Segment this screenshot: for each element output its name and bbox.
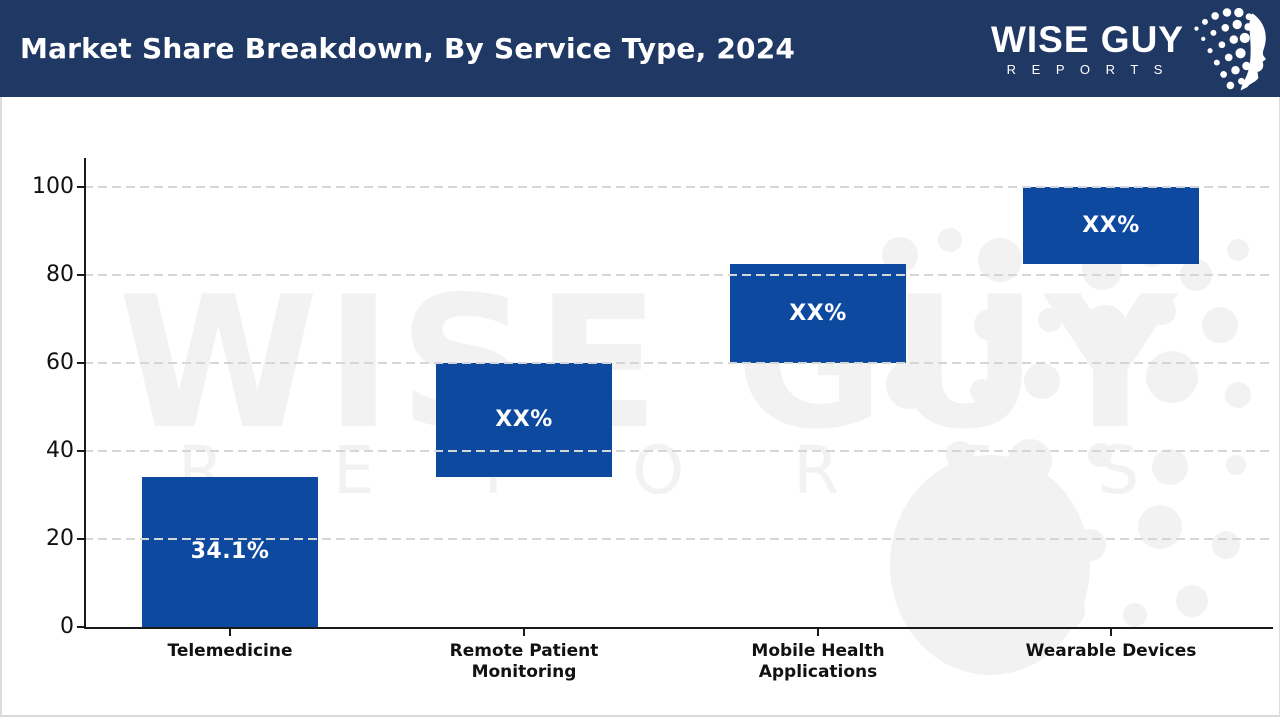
y-axis-line <box>84 158 86 629</box>
x-tick-mark <box>523 629 525 636</box>
logo-subtitle: R E P O R T S <box>1006 62 1169 77</box>
logo-name: WISE GUY <box>990 19 1184 60</box>
wiseguy-logo: WISE GUY R E P O R T S <box>991 5 1266 93</box>
gridline-100 <box>84 186 1273 188</box>
gridline-20 <box>84 538 1273 540</box>
y-tick-label: 80 <box>46 262 74 287</box>
category-label-mobile-health-applications: Mobile Health Applications <box>751 641 885 682</box>
gridline-60 <box>84 362 1273 364</box>
category-label-wearable-devices: Wearable Devices <box>1025 641 1197 661</box>
logo-face-icon <box>1194 7 1266 91</box>
y-tick-label: 40 <box>46 438 74 463</box>
gridline-40 <box>84 450 1273 452</box>
bar-value-label: XX% <box>495 407 553 433</box>
category-label-remote-patient-monitoring: Remote Patient Monitoring <box>449 641 599 682</box>
y-tick-label: 20 <box>46 526 74 551</box>
y-tick-label: 0 <box>60 614 74 639</box>
bar-value-label: XX% <box>789 301 847 326</box>
bar-value-label: XX% <box>1082 213 1140 238</box>
y-tick-mark <box>77 538 84 540</box>
bar-remote-patient-monitoring: XX% <box>436 363 612 477</box>
y-tick-mark <box>77 450 84 452</box>
bar-telemedicine: 34.1% <box>142 476 318 627</box>
y-tick-label: 60 <box>46 350 74 375</box>
y-tick-mark <box>77 186 84 188</box>
y-tick-mark <box>77 274 84 276</box>
category-label-telemedicine: Telemedicine <box>167 641 293 661</box>
x-tick-mark <box>817 629 819 636</box>
page-title: Market Share Breakdown, By Service Type,… <box>20 32 796 65</box>
y-tick-mark <box>77 626 84 628</box>
x-tick-mark <box>229 629 231 636</box>
x-axis-line <box>84 627 1273 629</box>
bar-wearable-devices: XX% <box>1023 187 1199 264</box>
y-tick-label: 100 <box>32 174 74 199</box>
bar-value-label: 34.1% <box>190 539 270 565</box>
logo-text: WISE GUY R E P O R T S <box>991 21 1184 76</box>
gridline-80 <box>84 274 1273 276</box>
header-bar: Market Share Breakdown, By Service Type,… <box>0 0 1280 97</box>
x-tick-mark <box>1110 629 1112 636</box>
bar-mobile-health-applications: XX% <box>730 264 906 363</box>
y-tick-mark <box>77 362 84 364</box>
